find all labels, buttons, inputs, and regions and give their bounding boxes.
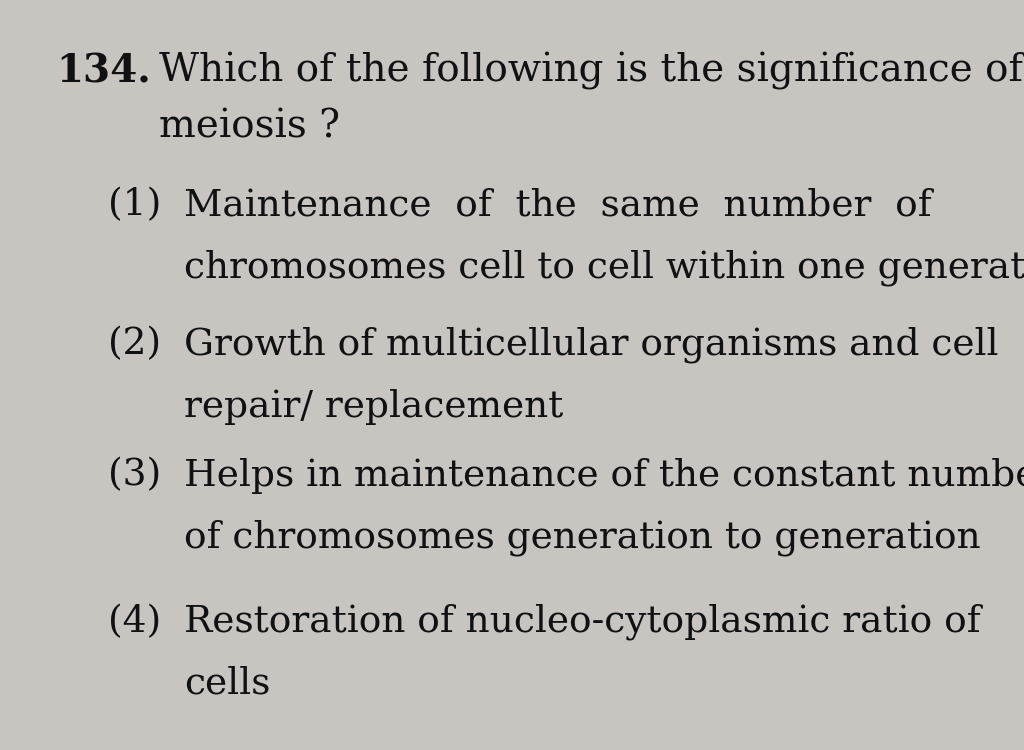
Text: repair/ replacement: repair/ replacement [184,388,563,424]
Text: Restoration of nucleo-cytoplasmic ratio of: Restoration of nucleo-cytoplasmic ratio … [184,604,981,640]
Text: cells: cells [184,666,270,702]
Text: Maintenance  of  the  same  number  of: Maintenance of the same number of [184,188,932,224]
Text: 134.: 134. [56,53,152,91]
Text: (3): (3) [108,458,161,494]
Text: Helps in maintenance of the constant number: Helps in maintenance of the constant num… [184,458,1024,494]
Text: (4): (4) [108,604,161,640]
Text: Growth of multicellular organisms and cell: Growth of multicellular organisms and ce… [184,326,998,363]
Text: (2): (2) [108,326,161,362]
Text: meiosis ?: meiosis ? [159,109,340,146]
Text: chromosomes cell to cell within one generation: chromosomes cell to cell within one gene… [184,250,1024,286]
Text: of chromosomes generation to generation: of chromosomes generation to generation [184,520,981,556]
Text: (1): (1) [108,188,161,224]
Text: Which of the following is the significance of: Which of the following is the significan… [159,53,1023,91]
